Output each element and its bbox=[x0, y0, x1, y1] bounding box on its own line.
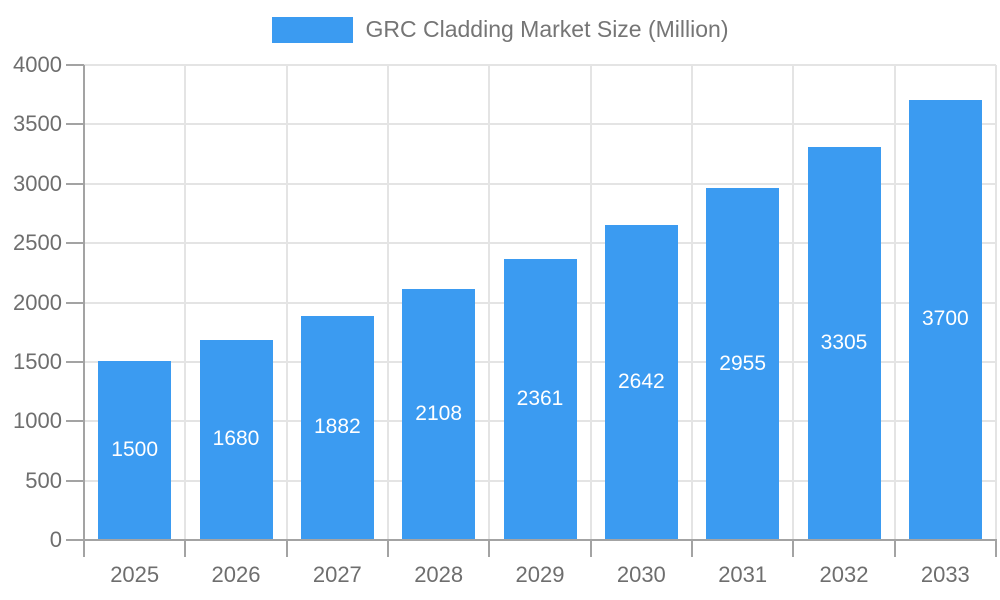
legend-label: GRC Cladding Market Size (Million) bbox=[365, 16, 729, 42]
x-gridline bbox=[184, 65, 187, 540]
x-tick bbox=[792, 539, 795, 557]
y-axis-tick-label: 2000 bbox=[13, 289, 62, 315]
y-gridline bbox=[84, 242, 996, 245]
bar-value-label: 1500 bbox=[111, 437, 159, 461]
x-gridline bbox=[285, 65, 288, 540]
bar[interactable]: 2955 bbox=[706, 188, 780, 539]
x-tick bbox=[893, 539, 896, 557]
x-gridline bbox=[589, 65, 592, 540]
x-gridline bbox=[792, 65, 795, 540]
y-tick bbox=[66, 420, 84, 423]
x-gridline bbox=[387, 65, 389, 540]
x-axis-tick-label: 2033 bbox=[920, 562, 970, 587]
x-tick bbox=[995, 539, 997, 557]
y-gridline bbox=[84, 182, 996, 185]
bar-value-label: 3305 bbox=[820, 330, 868, 354]
y-tick bbox=[66, 123, 84, 126]
y-tick bbox=[66, 301, 84, 304]
bar-value-label: 2361 bbox=[516, 386, 564, 410]
y-tick bbox=[66, 539, 84, 541]
x-axis-tick-label: 2032 bbox=[819, 562, 869, 587]
x-axis-tick-label: 2028 bbox=[414, 562, 464, 587]
x-axis-tick-label: 2030 bbox=[616, 562, 666, 587]
bar-value-label: 1680 bbox=[212, 427, 260, 451]
x-tick bbox=[83, 539, 85, 557]
x-tick bbox=[691, 539, 693, 557]
x-axis-line bbox=[84, 539, 996, 541]
y-axis-tick-label: 2500 bbox=[13, 230, 62, 256]
y-axis-tick-label: 4000 bbox=[13, 52, 62, 77]
y-tick bbox=[66, 242, 84, 245]
y-tick bbox=[66, 479, 84, 482]
x-gridline bbox=[893, 65, 896, 540]
y-tick bbox=[66, 64, 84, 66]
y-axis-line bbox=[83, 65, 85, 540]
bar-value-label: 1882 bbox=[313, 415, 361, 439]
legend-marker-swatch bbox=[271, 16, 353, 43]
bar[interactable]: 3305 bbox=[807, 146, 881, 539]
bar[interactable]: 2642 bbox=[604, 225, 678, 539]
x-gridline bbox=[995, 65, 997, 540]
x-axis-tick-label: 2027 bbox=[312, 562, 362, 587]
bar[interactable]: 3700 bbox=[908, 99, 982, 539]
bar[interactable]: 1500 bbox=[98, 360, 172, 539]
y-axis-tick-label: 500 bbox=[25, 467, 62, 493]
y-axis-tick-label: 1000 bbox=[13, 408, 62, 434]
bar-value-label: 3700 bbox=[921, 307, 969, 331]
y-tick bbox=[66, 182, 84, 185]
y-tick bbox=[66, 360, 84, 363]
bar-value-label: 2108 bbox=[415, 401, 463, 425]
y-gridline bbox=[84, 123, 996, 126]
y-axis-tick-label: 3000 bbox=[13, 170, 62, 196]
y-gridline bbox=[84, 64, 996, 66]
x-tick bbox=[589, 539, 592, 557]
legend[interactable]: GRC Cladding Market Size (Million) bbox=[0, 16, 1000, 43]
y-axis-tick-label: 1500 bbox=[13, 348, 62, 374]
bar-value-label: 2642 bbox=[617, 370, 665, 394]
x-axis-tick-label: 2031 bbox=[718, 562, 768, 587]
x-tick bbox=[285, 539, 288, 557]
x-axis-tick-label: 2026 bbox=[211, 562, 261, 587]
bar[interactable]: 2361 bbox=[503, 258, 577, 539]
bar[interactable]: 1680 bbox=[199, 339, 273, 539]
x-axis-tick-label: 2029 bbox=[515, 562, 565, 587]
x-tick bbox=[184, 539, 187, 557]
y-axis-tick-label: 3500 bbox=[13, 111, 62, 137]
x-tick bbox=[488, 539, 491, 557]
x-gridline bbox=[691, 65, 693, 540]
bar[interactable]: 2108 bbox=[402, 288, 476, 539]
x-tick bbox=[387, 539, 389, 557]
bar-value-label: 2955 bbox=[719, 351, 767, 375]
x-gridline bbox=[488, 65, 491, 540]
plot-area: 0 500 1000 1500 2000 2500 3000 3500 4000 1500 2025… bbox=[13, 52, 997, 587]
y-axis-tick-label: 0 bbox=[49, 527, 62, 552]
x-axis-tick-label: 2025 bbox=[110, 562, 160, 587]
bar[interactable]: 1882 bbox=[300, 315, 374, 539]
